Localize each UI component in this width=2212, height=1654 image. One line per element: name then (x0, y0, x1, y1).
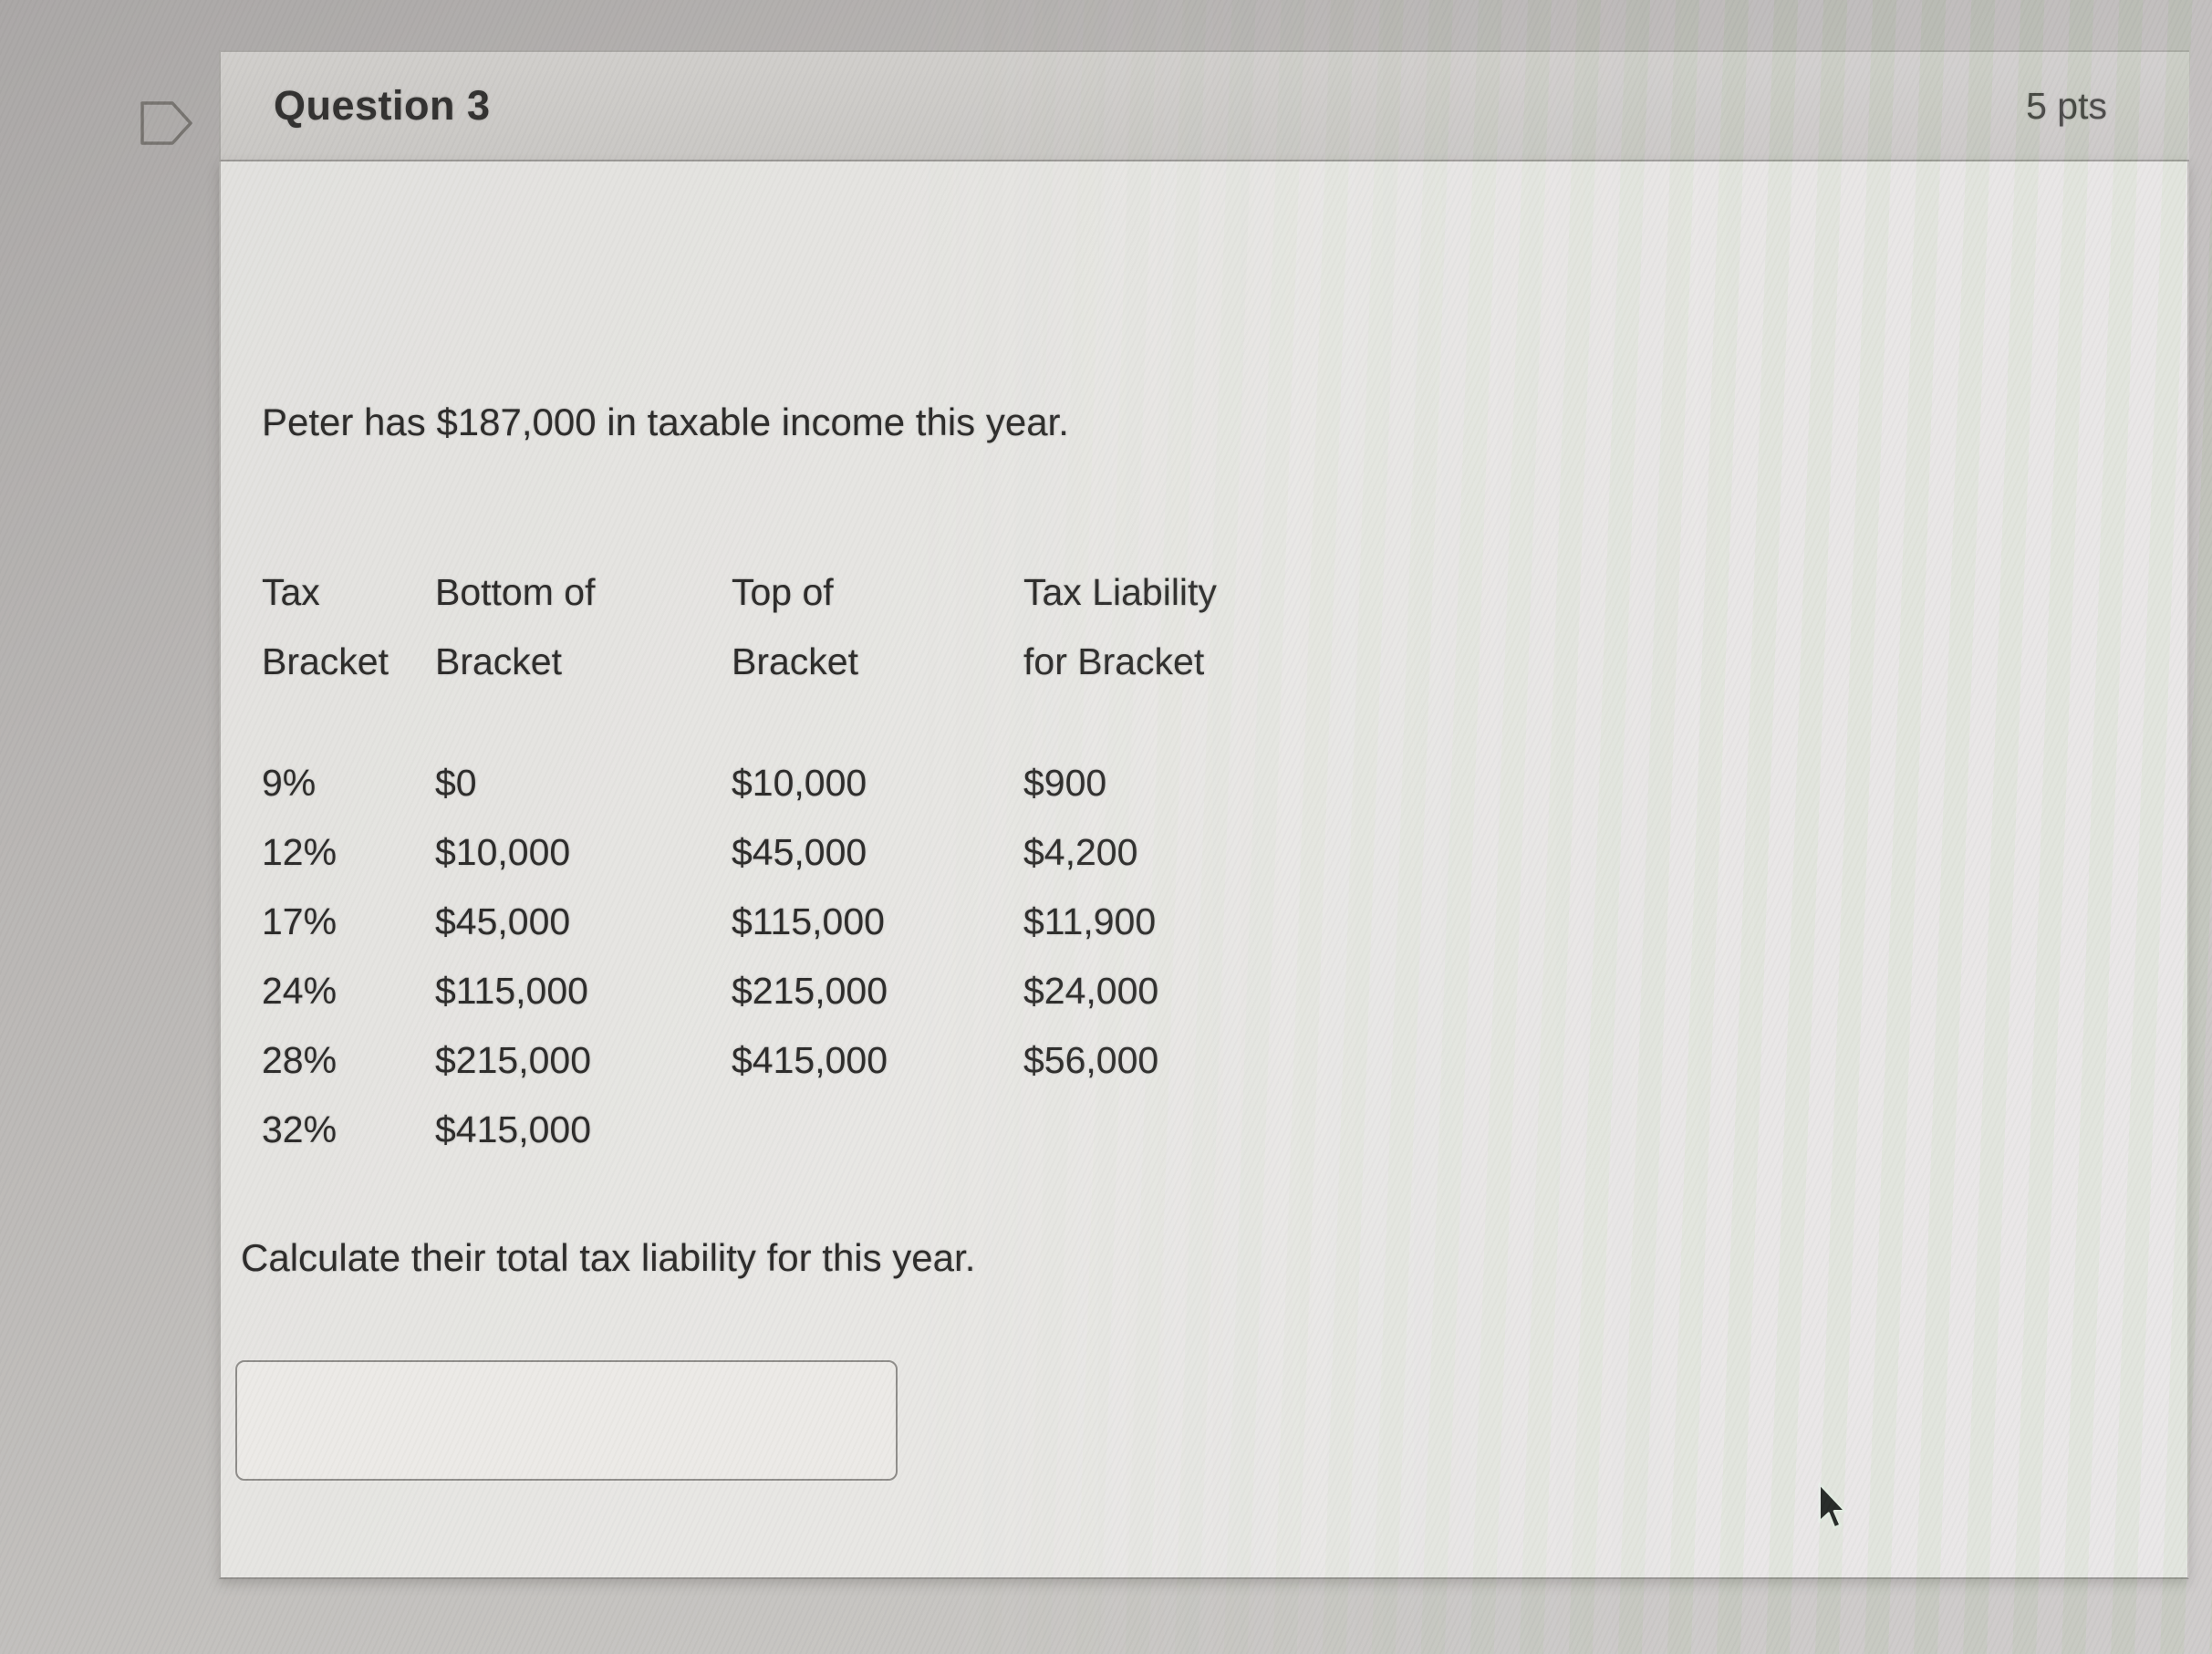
tax-table-cell: $4,200 (1023, 831, 1138, 873)
tax-table-cell: $115,000 (732, 900, 885, 942)
mouse-cursor (1813, 1480, 1850, 1536)
flag-question-icon[interactable] (139, 99, 195, 148)
tax-table-cell: $45,000 (435, 900, 571, 942)
tax-table-cell: $24,000 (1023, 970, 1159, 1012)
tax-table-cell: 12% (262, 831, 338, 873)
tax-table-header: Bottom of Bracket (435, 571, 596, 682)
tax-table-header: Tax Liability for Bracket (1023, 571, 1217, 682)
tax-table-cell: 9% (262, 762, 317, 804)
tax-table-cell: $900 (1023, 762, 1107, 804)
tax-table-header: Top of Bracket (732, 571, 858, 682)
answer-input[interactable] (235, 1360, 898, 1481)
tax-table-cell: $45,000 (732, 831, 867, 873)
tax-table-cell: $10,000 (732, 762, 867, 804)
tax-table-cell: 17% (262, 900, 338, 942)
tax-table-cell: $11,900 (1023, 900, 1157, 942)
tax-table-cell (732, 1095, 1023, 1164)
tax-table-header: Tax Bracket (262, 571, 389, 682)
tax-table-cell: $0 (435, 762, 477, 804)
tax-table-cell: 32% (262, 1108, 338, 1150)
tax-table-cell: 28% (262, 1039, 338, 1081)
question-title: Question 3 (274, 82, 491, 129)
question-header: Question 3 5 pts (219, 50, 2189, 161)
tax-table-cell (1023, 1095, 1461, 1164)
tax-table-cell: $215,000 (435, 1039, 592, 1081)
tax-bracket-table: Tax Bracket Bottom of Bracket Top of Bra… (262, 557, 1461, 1164)
tax-table-cell: $415,000 (435, 1108, 592, 1150)
tax-table-cell: 24% (262, 970, 338, 1012)
question-panel: Peter has $187,000 in taxable income thi… (219, 161, 2189, 1579)
tax-table-cell: $115,000 (435, 970, 588, 1012)
question-prompt-text: Calculate their total tax liability for … (241, 1236, 976, 1279)
points-label: 5 pts (2026, 84, 2107, 127)
tax-table-cell: $215,000 (732, 970, 888, 1012)
tax-table-cell: $415,000 (732, 1039, 888, 1081)
tax-table-cell: $56,000 (1023, 1039, 1159, 1081)
question-intro-text: Peter has $187,000 in taxable income thi… (262, 400, 1069, 443)
tax-table-cell: $10,000 (435, 831, 571, 873)
